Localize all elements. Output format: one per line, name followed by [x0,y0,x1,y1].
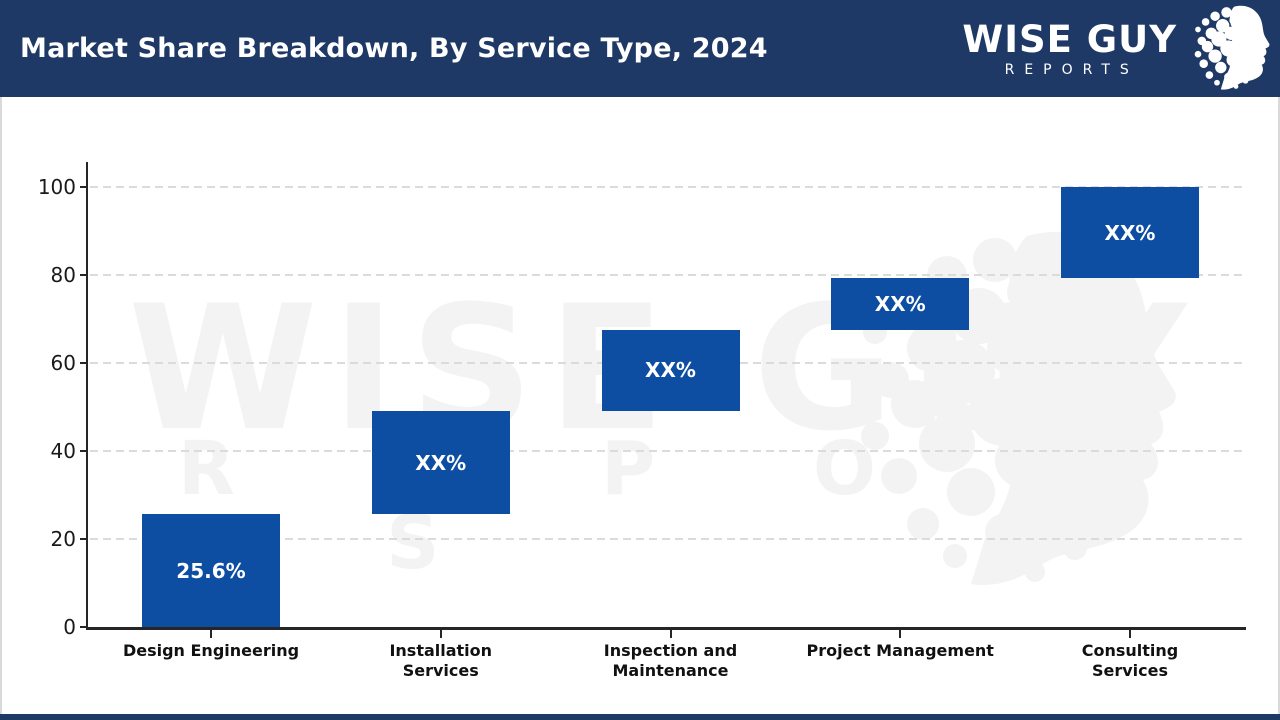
gridline [90,538,1246,540]
brand-logo-text: WISE GUY REPORTS [962,21,1177,77]
y-tick-label: 40 [50,439,76,463]
brand-logo: WISE GUY REPORTS [962,0,1274,97]
y-tick-label: 60 [50,351,76,375]
x-tick-mark [899,630,902,638]
y-tick-mark [80,274,88,276]
gridline [90,186,1246,188]
bar-value-label: XX% [874,292,926,317]
bar: XX% [831,278,970,330]
y-axis-line [86,162,88,629]
y-tick-mark [80,186,88,188]
x-tick-mark [669,630,672,638]
x-category-label: Design Engineering [96,641,326,661]
brand-head-icon [1194,5,1270,90]
bar-value-label: XX% [645,358,696,383]
gridline [90,274,1246,276]
y-tick-mark [80,362,88,364]
x-category-label-line: Project Management [806,641,994,660]
x-category-label: Installation Services [326,641,556,681]
gridline [90,450,1246,452]
x-tick-mark [1129,630,1131,638]
y-tick-mark [80,538,88,540]
bar: 25.6% [142,514,280,627]
y-tick-label: 0 [63,615,76,639]
x-axis-line [86,627,1246,630]
brand-wordmark: WISE GUY [962,17,1177,61]
bar-value-label: XX% [415,450,467,475]
y-tick-label: 80 [50,263,76,287]
y-tick-label: 100 [37,175,76,199]
x-category-label-line: Inspection and [603,641,738,660]
x-category-label-line: Consulting [1081,641,1179,660]
x-category-label: Project Management [785,641,1015,661]
footer-bar [0,714,1280,720]
bar-value-label: 25.6% [176,558,246,583]
x-category-label-line: Services [1091,661,1169,680]
page-title: Market Share Breakdown, By Service Type,… [20,33,768,64]
plot-area: 0 20 40 60 80 100 25.6% Design Engineering XX% In… [0,97,1280,720]
bar: XX% [1061,187,1199,279]
bar-value-label: XX% [1104,220,1156,245]
y-tick-mark [80,626,88,628]
x-tick-mark [210,630,212,638]
bar: XX% [371,410,510,515]
bar: XX% [601,330,740,411]
x-tick-mark [439,630,442,638]
y-tick-mark [80,450,88,452]
x-category-label-line: Maintenance [612,661,729,680]
y-tick-label: 20 [50,527,76,551]
header-bar: Market Share Breakdown, By Service Type,… [0,0,1280,97]
x-category-label: Consulting Services [1015,641,1245,681]
x-category-label-line: Design Engineering [122,641,300,660]
x-category-label-line: Installation [389,641,493,660]
x-category-label-line: Services [402,661,479,680]
x-category-label: Inspection and Maintenance [556,641,786,681]
brand-sub-wordmark: REPORTS [1004,61,1139,78]
